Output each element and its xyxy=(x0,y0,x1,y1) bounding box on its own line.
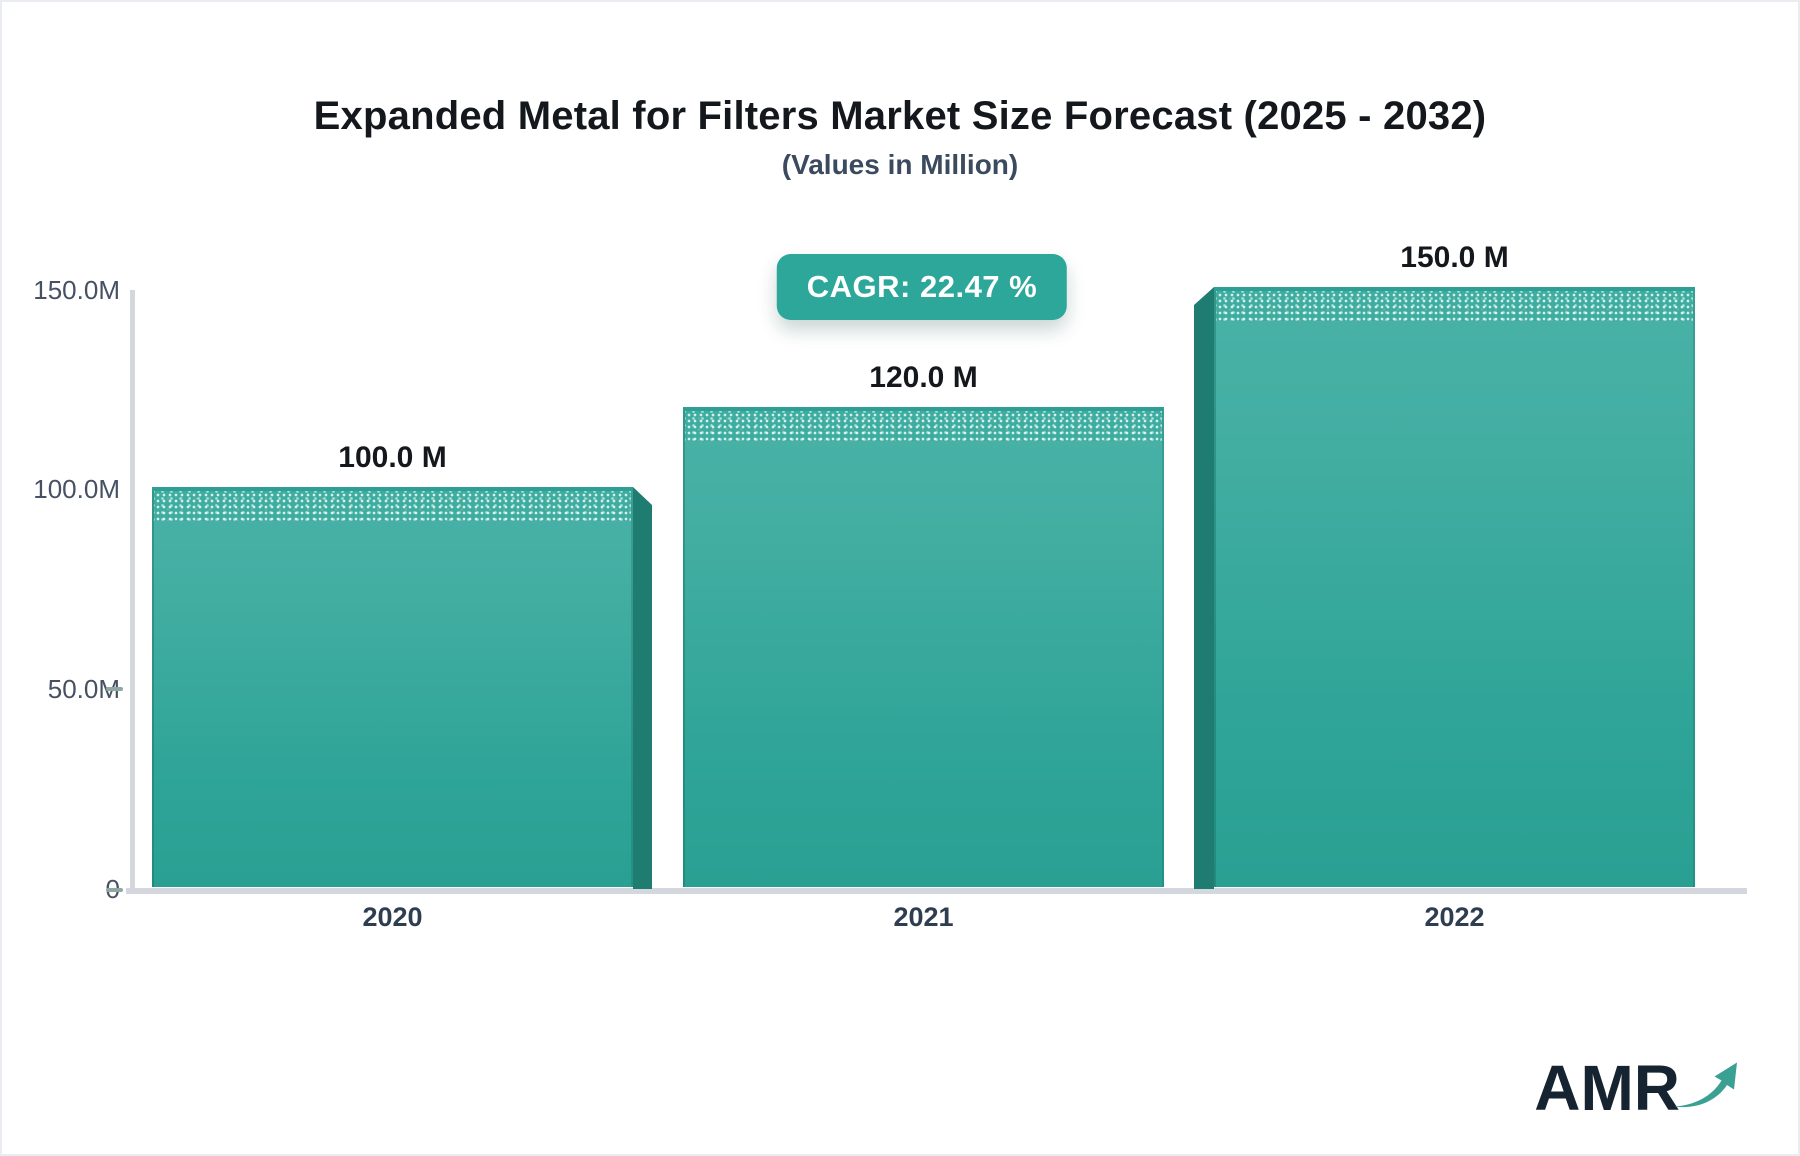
bar-2022: 150.0 M xyxy=(1194,241,1695,889)
bar-value-label: 150.0 M xyxy=(1400,241,1509,274)
ytick-150: 150.0M xyxy=(33,275,120,305)
growth-arrow-icon xyxy=(1674,1062,1737,1108)
bar-top-texture xyxy=(154,491,631,521)
ytick-0: 0 xyxy=(2,873,120,905)
bar-2021: 120.0 M xyxy=(683,361,1164,887)
bar-top-texture xyxy=(685,411,1162,441)
amr-logo-text: AMR xyxy=(1534,1052,1680,1125)
ytick-100: 100.0M xyxy=(33,474,120,504)
bar-top-texture xyxy=(1216,291,1693,321)
amr-logo: AMR xyxy=(1534,1052,1742,1125)
xtick-2021: 2021 xyxy=(893,902,954,932)
y-axis-line xyxy=(130,290,135,894)
bar-2020: 100.0 M xyxy=(152,441,652,889)
xtick-2020: 2020 xyxy=(362,902,423,932)
x-axis-line xyxy=(126,888,1747,894)
bar-3d-side xyxy=(1194,287,1214,889)
ytick-50: 50.0M xyxy=(47,674,120,704)
ytick-dash-0 xyxy=(106,888,123,892)
ytick-dash-50 xyxy=(106,687,123,691)
chart-title: Expanded Metal for Filters Market Size F… xyxy=(313,94,1487,138)
bar-3d-side xyxy=(633,487,652,889)
xtick-2022: 2022 xyxy=(1424,902,1485,932)
bar-value-label: 120.0 M xyxy=(869,361,978,394)
cagr-badge: CAGR: 22.47 % xyxy=(776,254,1068,320)
chart-subtitle: (Values in Million) xyxy=(781,149,1019,180)
bar-value-label: 100.0 M xyxy=(338,441,447,474)
